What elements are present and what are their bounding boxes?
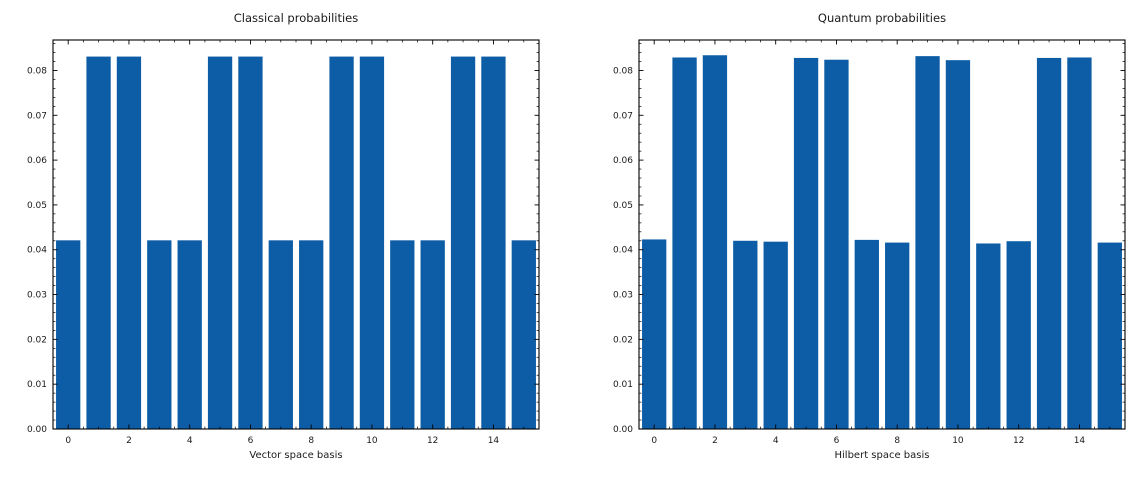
y-tick-label: 0.01 [613, 380, 633, 390]
bar-1 [86, 56, 111, 429]
y-tick-label: 0.04 [27, 246, 47, 256]
bar-11 [976, 243, 1001, 429]
bar-14 [1067, 57, 1092, 429]
bar-9 [329, 56, 354, 429]
y-tick-label: 0.01 [27, 380, 47, 390]
x-tick-label: 8 [894, 436, 900, 446]
y-tick-label: 0.06 [613, 156, 633, 166]
bar-15 [511, 240, 536, 429]
bar-9 [915, 56, 940, 429]
x-tick-label: 0 [651, 436, 657, 446]
y-tick-label: 0.03 [27, 291, 47, 301]
bar-12 [1006, 241, 1031, 429]
bar-4 [177, 240, 202, 429]
x-tick-label: 0 [65, 436, 71, 446]
bar-13 [1036, 57, 1062, 430]
x-tick-label: 4 [187, 436, 193, 446]
x-tick-label: 2 [126, 436, 132, 446]
y-tick-label: 0.07 [613, 111, 633, 121]
x-tick-label: 14 [1074, 436, 1086, 446]
y-tick-label: 0.04 [613, 246, 633, 256]
y-tick-label: 0.07 [27, 111, 47, 121]
chart-title-quantum: Quantum probabilities [817, 11, 947, 25]
x-tick-label: 2 [712, 436, 718, 446]
bar-3 [147, 240, 172, 429]
y-tick-label: 0.08 [27, 66, 47, 76]
bar-3 [733, 240, 758, 429]
bar-8 [885, 242, 910, 429]
bar-6 [824, 59, 849, 429]
bar-4 [763, 241, 788, 429]
x-tick-label: 12 [427, 436, 438, 446]
quantum-probabilities-chart: 0 2 4 6 8 10 12 14 0.00 0.01 0.02 0.03 0.04 0.05 0.06 0… [572, 0, 1144, 477]
quantum-probabilities-plot-svg: 0 2 4 6 8 10 12 14 0.00 0.01 0.02 0.03 0.04 0.05 0.06 0… [613, 39, 1126, 446]
x-tick-label: 6 [248, 436, 254, 446]
x-tick-label: 14 [488, 436, 500, 446]
chart-title-classical: Classical probabilities [233, 11, 359, 25]
bar-2 [116, 56, 142, 429]
bar-0 [56, 240, 81, 429]
bar-13 [450, 56, 476, 429]
x-axis-label-hilbert-space-basis: Hilbert space basis [834, 450, 930, 461]
y-tick-label: 0.05 [27, 201, 47, 211]
x-tick-label: 10 [952, 436, 964, 446]
bar-1 [672, 57, 697, 429]
bar-6 [238, 56, 263, 429]
bar-5 [207, 56, 233, 429]
bar-7 [854, 239, 879, 429]
y-tick-label: 0.00 [613, 425, 633, 435]
y-tick-label: 0.02 [27, 335, 47, 345]
x-tick-label: 10 [366, 436, 378, 446]
y-tick-label: 0.00 [27, 425, 47, 435]
classical-probabilities-plot-svg: 0 2 4 6 8 10 12 14 0.00 0.01 0.02 0.03 0.04 0.05 0.06 0… [27, 39, 540, 446]
bar-15 [1097, 242, 1122, 429]
axes-frame [52, 39, 540, 430]
x-tick-label: 12 [1013, 436, 1024, 446]
y-tick-label: 0.03 [613, 291, 633, 301]
bar-5 [793, 57, 819, 430]
bar-10 [945, 60, 971, 430]
y-tick-label: 0.05 [613, 201, 633, 211]
bar-14 [481, 56, 506, 429]
bar-11 [390, 240, 415, 429]
axes-frame [638, 39, 1126, 430]
y-tick-label: 0.08 [613, 66, 633, 76]
x-tick-label: 6 [834, 436, 840, 446]
x-axis-label-vector-space-basis: Vector space basis [249, 450, 343, 461]
y-tick-label: 0.06 [27, 156, 47, 166]
bar-7 [268, 240, 293, 429]
x-tick-label: 4 [773, 436, 779, 446]
bar-0 [642, 239, 667, 429]
bar-2 [702, 55, 728, 430]
y-tick-label: 0.02 [613, 335, 633, 345]
bar-8 [299, 240, 324, 429]
bar-10 [359, 56, 385, 429]
bar-12 [420, 240, 445, 429]
classical-probabilities-chart: 0 2 4 6 8 10 12 14 0.00 0.01 0.02 0.03 0.04 0.05 0.06 0… [27, 11, 540, 461]
x-tick-label: 8 [308, 436, 314, 446]
